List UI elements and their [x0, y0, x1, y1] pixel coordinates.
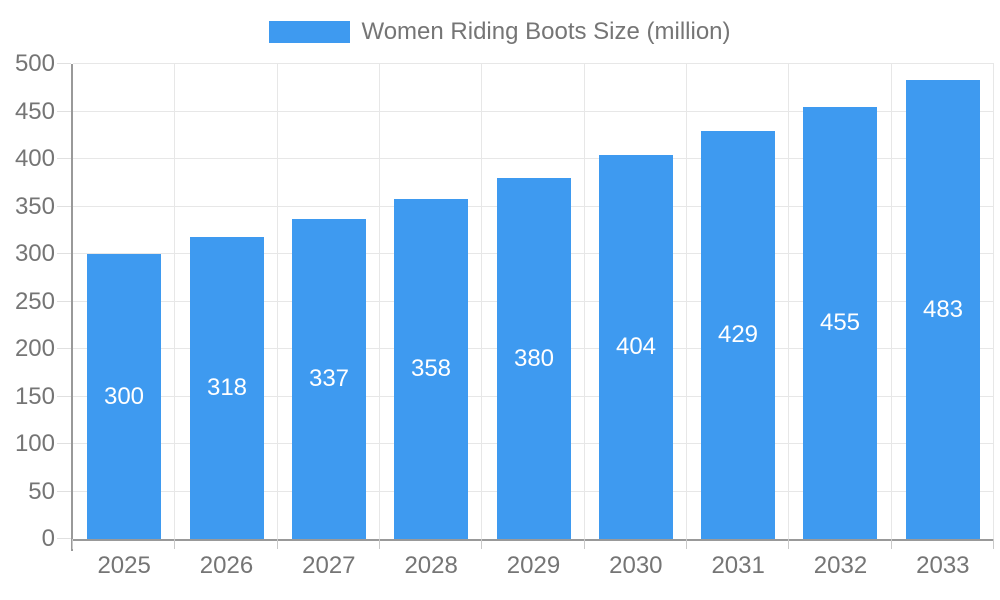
y-axis-tick-label: 0: [41, 525, 55, 552]
x-axis-tick: [993, 539, 994, 549]
y-axis-tick: [57, 158, 71, 159]
legend-color-swatch: [269, 21, 351, 43]
y-axis-tick: [57, 63, 71, 64]
x-axis-category-label: 2028: [404, 552, 458, 579]
x-gridline: [379, 64, 380, 539]
bar-value-label: 337: [308, 365, 350, 392]
x-gridline: [686, 64, 687, 539]
x-axis-category-label: 2030: [609, 552, 663, 579]
bar-2025[interactable]: 300: [87, 254, 161, 539]
bar-2032[interactable]: 455: [803, 107, 877, 539]
y-axis-tick: [57, 205, 71, 207]
plot-area: 300 318 337 358 380 404 429 455 483 0 50 100 150 200…: [15, 52, 994, 579]
y-axis-tick: [57, 253, 71, 254]
x-gridline: [174, 64, 176, 539]
x-axis-tick: [276, 539, 278, 549]
x-axis-category-label: 2031: [711, 552, 765, 579]
x-axis-tick: [890, 539, 892, 549]
bar-value-label: 483: [922, 295, 964, 323]
x-axis-tick: [686, 539, 687, 549]
bar-2027[interactable]: 337: [292, 219, 366, 539]
legend-label: Women Riding Boots Size (million): [361, 18, 731, 45]
bar-value-label: 455: [819, 309, 861, 336]
y-axis-tick-label: 500: [14, 50, 55, 77]
y-axis-tick-label: 200: [14, 335, 55, 362]
x-axis-category-label: 2033: [916, 552, 970, 579]
x-axis-category-label: 2032: [813, 552, 868, 579]
y-gridline: [73, 110, 994, 112]
y-axis-tick-label: 150: [14, 382, 55, 410]
bar-2028[interactable]: 358: [394, 199, 468, 539]
bar-value-label: 358: [410, 355, 452, 382]
x-axis-category-label: 2026: [199, 552, 254, 579]
y-axis-tick: [57, 490, 71, 492]
bar-2033[interactable]: 483: [906, 80, 980, 539]
y-axis-tick: [57, 395, 71, 397]
y-axis-tick-label: 50: [28, 477, 55, 505]
bar-2026[interactable]: 318: [190, 237, 264, 539]
x-gridline: [481, 64, 483, 539]
x-gridline: [583, 64, 585, 539]
x-axis-category-label: 2029: [506, 552, 561, 579]
y-axis-tick: [57, 443, 71, 444]
y-axis-tick-label: 250: [14, 287, 55, 315]
x-axis-tick: [174, 539, 176, 549]
x-axis-tick: [583, 539, 585, 549]
x-axis-tick: [72, 539, 73, 549]
x-axis-category-label: 2027: [302, 552, 356, 579]
y-axis-tick-label: 400: [14, 145, 55, 172]
bar-2031[interactable]: 429: [701, 131, 775, 539]
x-gridline: [993, 64, 994, 539]
x-gridline: [276, 64, 278, 539]
bar-2029[interactable]: 380: [497, 178, 571, 539]
x-gridline: [788, 64, 790, 539]
x-axis-tick: [379, 539, 380, 549]
bar-value-label: 380: [513, 344, 555, 372]
y-axis-line: [71, 64, 73, 551]
bar-value-label: 318: [206, 374, 248, 401]
y-axis-tick: [57, 538, 71, 539]
x-axis-tick: [788, 539, 790, 549]
y-axis-tick: [57, 348, 71, 349]
x-axis-tick: [481, 539, 483, 549]
bar-value-label: 429: [717, 321, 759, 348]
y-axis-tick-label: 450: [14, 97, 55, 125]
y-gridline: [73, 158, 994, 159]
y-axis-tick-label: 100: [14, 430, 55, 457]
y-gridline: [73, 63, 994, 64]
x-axis-line: [71, 539, 994, 541]
bar-value-label: 300: [103, 382, 145, 410]
legend-item[interactable]: Women Riding Boots Size (million): [0, 18, 1000, 46]
bar-2030[interactable]: 404: [599, 155, 673, 539]
y-axis-tick: [57, 110, 71, 112]
x-gridline: [890, 64, 892, 539]
bar-value-label: 404: [615, 333, 657, 360]
y-axis-tick-label: 350: [14, 192, 55, 220]
y-axis-tick-label: 300: [14, 240, 55, 267]
x-axis-category-label: 2025: [97, 552, 151, 579]
y-axis-tick: [57, 300, 71, 302]
